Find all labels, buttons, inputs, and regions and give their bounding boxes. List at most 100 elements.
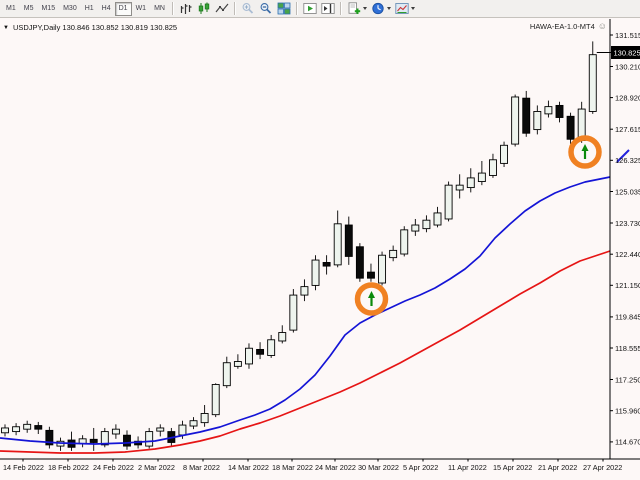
candle: [178, 424, 187, 436]
date-label: 15 Apr 2022: [493, 463, 532, 472]
date-label: 2 Mar 2022: [138, 463, 175, 472]
candle: [511, 96, 520, 145]
bar-chart-icon: [179, 2, 193, 15]
stray-annotation-mark: [616, 149, 630, 163]
templates-button[interactable]: [393, 1, 417, 17]
candle: [1, 427, 9, 434]
ea-smiley-icon[interactable]: ☺: [597, 21, 607, 31]
date-label: 11 Apr 2022: [448, 463, 487, 472]
date-label: 24 Mar 2022: [315, 463, 356, 472]
candle: [145, 431, 154, 447]
price-label: 127.615: [615, 125, 640, 134]
price-label: 123.730: [615, 219, 640, 228]
dropdown-caret-icon[interactable]: [386, 7, 391, 10]
candle: [333, 223, 342, 266]
templates-icon: [395, 2, 409, 15]
candle: [311, 259, 320, 286]
candle: [455, 184, 464, 191]
date-label: 30 Mar 2022: [358, 463, 399, 472]
current-price-box: [611, 46, 640, 59]
candle: [278, 332, 287, 342]
tile-windows-button[interactable]: [275, 1, 293, 17]
timeframe-H4[interactable]: H4: [98, 2, 115, 16]
date-label: 21 Apr 2022: [538, 463, 577, 472]
candle: [533, 111, 542, 131]
candle: [344, 224, 353, 257]
toolbar-separator: [171, 2, 173, 15]
timeframe-D1[interactable]: D1: [114, 1, 132, 16]
zoom-in-icon: [241, 2, 255, 15]
new-order-icon: [347, 2, 361, 15]
price-label: 121.150: [615, 281, 640, 290]
candle: [355, 246, 364, 279]
chart-header: ▼ USDJPY,Daily 130.846 130.852 130.819 1…: [3, 23, 177, 32]
price-label: 114.670: [615, 438, 640, 447]
line-chart-icon: [215, 2, 229, 15]
chart-background[interactable]: [0, 19, 640, 480]
date-label: 24 Feb 2022: [93, 463, 134, 472]
date-label: 18 Feb 2022: [48, 463, 89, 472]
periods-button[interactable]: [369, 1, 393, 17]
toolbar-separator: [233, 2, 235, 15]
new-order-button[interactable]: [345, 1, 369, 17]
candle: [500, 144, 508, 164]
candle: [444, 184, 453, 220]
line-chart-button[interactable]: [213, 1, 231, 17]
candle: [555, 104, 564, 118]
candle: [233, 361, 242, 367]
candle: [89, 438, 98, 443]
candle: [522, 97, 531, 134]
buy-arrow-icon: [581, 144, 589, 151]
price-label: 122.440: [615, 250, 640, 259]
date-label: 5 Apr 2022: [403, 463, 438, 472]
timeframe-MN[interactable]: MN: [150, 2, 169, 16]
zoom-out-button[interactable]: [257, 1, 275, 17]
dropdown-caret-icon[interactable]: [410, 7, 415, 10]
auto-scroll-icon: [303, 2, 317, 15]
candle: [45, 429, 54, 446]
candle: [322, 262, 331, 267]
buy-signal-circle[interactable]: [354, 282, 389, 316]
candlestick-chart-icon: [197, 2, 211, 15]
price-label: 126.325: [615, 156, 640, 165]
toolbar: M1 M5 M15 M30 H1 H4 D1 W1 MN: [0, 0, 640, 18]
timeframe-H1[interactable]: H1: [81, 2, 98, 16]
candle: [289, 294, 298, 331]
one-click-trading-icon[interactable]: ▼: [3, 24, 9, 31]
candle: [200, 413, 209, 424]
timeframe-M15[interactable]: M15: [37, 2, 59, 16]
tile-windows-icon: [277, 2, 291, 15]
price-label: 119.845: [615, 313, 640, 322]
auto-scroll-button[interactable]: [301, 1, 319, 17]
candle: [566, 115, 575, 140]
candle: [389, 249, 398, 259]
candle: [422, 219, 431, 230]
date-label: 8 Mar 2022: [183, 463, 220, 472]
timeframe-buttons: M1 M5 M15 M30 H1 H4 D1 W1 MN: [2, 1, 169, 16]
dropdown-caret-icon[interactable]: [362, 7, 367, 10]
date-label: 18 Mar 2022: [272, 463, 313, 472]
timeframe-M1[interactable]: M1: [2, 2, 20, 16]
candlestick-chart-button[interactable]: [195, 1, 213, 17]
price-label: 118.555: [615, 344, 640, 353]
bar-chart-button[interactable]: [177, 1, 195, 17]
candle: [111, 428, 120, 435]
candle: [489, 159, 497, 176]
toolbar-separator: [295, 2, 297, 15]
candle: [245, 347, 253, 365]
timeframe-M30[interactable]: M30: [59, 2, 81, 16]
buy-signal-circle[interactable]: [568, 135, 602, 169]
timeframe-W1[interactable]: W1: [132, 2, 151, 16]
zoom-in-button[interactable]: [239, 1, 257, 17]
symbol-ohlc-title: USDJPY,Daily 130.846 130.852 130.819 130…: [12, 23, 178, 32]
price-label: 125.035: [615, 187, 640, 196]
chart-shift-button[interactable]: [319, 1, 337, 17]
candle: [123, 434, 131, 447]
candle: [267, 339, 276, 356]
toolbar-icons: [169, 1, 417, 17]
buy-arrow-icon: [368, 291, 375, 298]
timeframe-M5[interactable]: M5: [20, 2, 38, 16]
zoom-out-icon: [259, 2, 273, 15]
